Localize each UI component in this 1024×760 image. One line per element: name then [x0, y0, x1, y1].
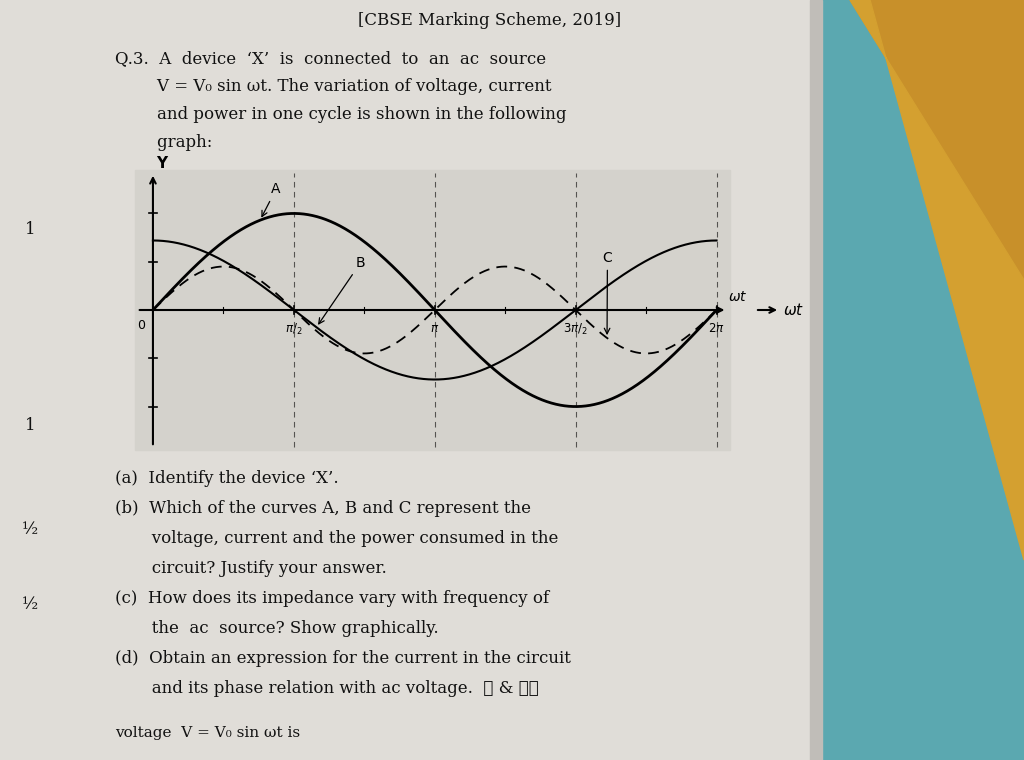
Text: $\omega t$: $\omega t$ [728, 290, 748, 304]
Text: (a)  Identify the device ‘X’.: (a) Identify the device ‘X’. [115, 470, 339, 487]
Text: $\omega t$: $\omega t$ [783, 302, 804, 318]
Bar [135, 170, 730, 450]
Bar [820, 0, 1024, 760]
Polygon shape [850, 0, 1024, 560]
Text: A: A [262, 182, 281, 217]
Text: (b)  Which of the curves A, B and C represent the: (b) Which of the curves A, B and C repre… [115, 500, 531, 517]
Text: graph:: graph: [115, 134, 212, 151]
Text: and its phase relation with ac voltage.  Ⓤ & Ⓐⓩ: and its phase relation with ac voltage. … [115, 680, 539, 697]
Text: Y: Y [156, 156, 167, 171]
Bar [0, 0, 820, 760]
Text: ½: ½ [22, 521, 38, 539]
Text: $3\pi/_{2}$: $3\pi/_{2}$ [563, 321, 588, 337]
Text: and power in one cycle is shown in the following: and power in one cycle is shown in the f… [115, 106, 566, 123]
Text: Q.3.  A  device  ‘X’  is  connected  to  an  ac  source: Q.3. A device ‘X’ is connected to an ac … [115, 50, 546, 67]
Text: 1: 1 [25, 416, 35, 433]
Text: voltage, current and the power consumed in the: voltage, current and the power consumed … [115, 530, 558, 547]
Text: $\pi$: $\pi$ [430, 321, 439, 334]
Text: C: C [602, 251, 612, 334]
Polygon shape [850, 0, 1024, 280]
Text: V = V₀ sin ωt. The variation of voltage, current: V = V₀ sin ωt. The variation of voltage,… [115, 78, 552, 95]
Text: (d)  Obtain an expression for the current in the circuit: (d) Obtain an expression for the current… [115, 650, 570, 667]
Text: ½: ½ [22, 597, 38, 613]
Text: B: B [318, 255, 366, 324]
Text: $2\pi$: $2\pi$ [709, 321, 725, 334]
Text: (c)  How does its impedance vary with frequency of: (c) How does its impedance vary with fre… [115, 590, 549, 607]
Text: circuit? Justify your answer.: circuit? Justify your answer. [115, 560, 387, 577]
Text: voltage  V = V₀ sin ωt is: voltage V = V₀ sin ωt is [115, 726, 300, 740]
Text: [CBSE Marking Scheme, 2019]: [CBSE Marking Scheme, 2019] [358, 12, 622, 29]
Text: the  ac  source? Show graphically.: the ac source? Show graphically. [115, 620, 438, 637]
Text: 1: 1 [25, 221, 35, 239]
Text: $\pi/_{2}$: $\pi/_{2}$ [285, 321, 303, 337]
Bar [810, 0, 822, 760]
Text: 0: 0 [137, 318, 145, 331]
